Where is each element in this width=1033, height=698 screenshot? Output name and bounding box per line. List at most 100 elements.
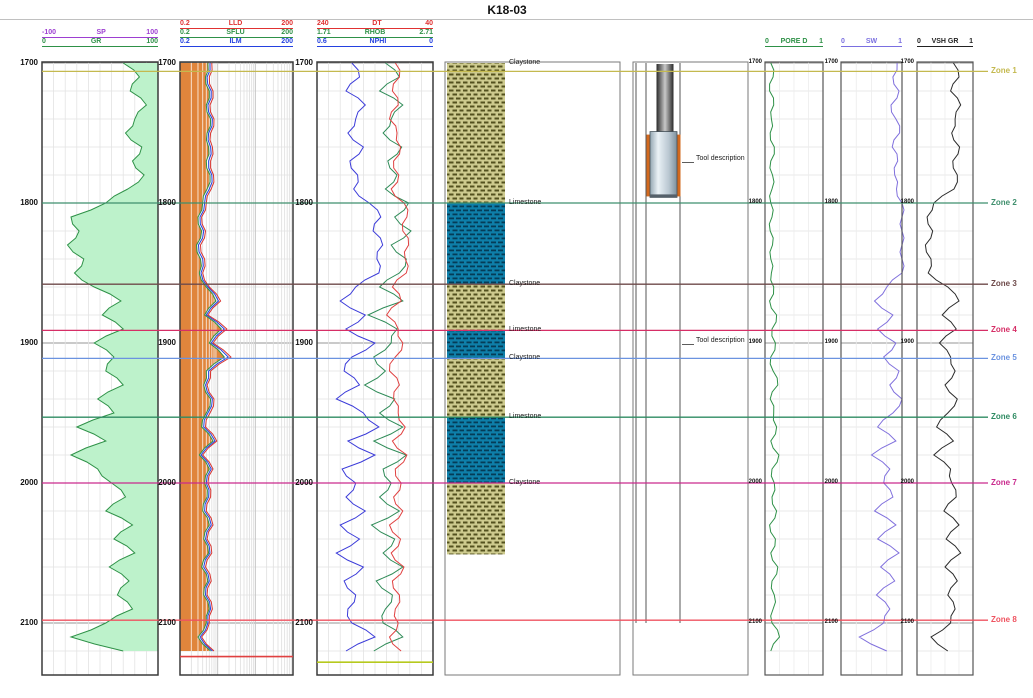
curve-sw — [858, 62, 905, 652]
header-rule — [0, 19, 1033, 20]
depth-label-t2-1700: 1700 — [158, 58, 176, 67]
depth-label-t2-1800: 1800 — [158, 198, 176, 207]
scale-min: 0 — [765, 38, 769, 45]
depth-label-t8-2100: 2100 — [900, 619, 914, 625]
curve-name: LLD — [228, 20, 243, 27]
depth-label-t1-1800: 1800 — [20, 198, 38, 207]
lith-unit-claystone — [447, 284, 505, 331]
depth-label-t3-1900: 1900 — [295, 338, 313, 347]
header-track1-sp: -100 SP 100 — [42, 28, 158, 38]
scale-max: 1 — [898, 38, 902, 45]
header-track3-dt: 240 DT 40 — [317, 19, 433, 29]
depth-label-t8-1900: 1900 — [900, 339, 914, 345]
lith-label-limestone-1: Limestone — [509, 199, 542, 206]
curve-pore-d — [768, 62, 781, 652]
header-track1-gr: 0 GR 100 — [42, 37, 158, 47]
well-schematic — [635, 63, 694, 623]
curve-name: SW — [865, 38, 878, 45]
depth-label-t7-1800: 1800 — [824, 199, 838, 205]
zone-label-zone-2: Zone 2 — [991, 198, 1017, 207]
border-t6 — [764, 61, 824, 676]
scale-max: 100 — [146, 29, 158, 36]
curve-name: ILM — [229, 38, 242, 45]
zone-label-zone-7: Zone 7 — [991, 478, 1017, 487]
curve-nphi — [335, 62, 384, 652]
lith-label-limestone-3: Limestone — [509, 326, 542, 334]
header-track2-lld: 0.2 LLD 200 — [180, 19, 293, 29]
header-track8-vsh-gr: 0 VSH GR 1 — [917, 37, 973, 47]
scale-min: 0.2 — [180, 29, 190, 36]
header-track7-sw: 0 SW 1 — [841, 37, 902, 47]
scale-max: 200 — [281, 29, 293, 36]
scale-min: 240 — [317, 20, 329, 27]
curve-name: PORE D — [780, 38, 808, 45]
gridlines — [42, 62, 973, 675]
depth-label-t6-1900: 1900 — [748, 339, 762, 345]
zone-label-zone-6: Zone 6 — [991, 412, 1017, 422]
depth-label-t8-2000: 2000 — [900, 479, 914, 485]
depth-label-t3-2100: 2100 — [295, 618, 313, 627]
curve-name: VSH GR — [931, 38, 959, 45]
curve-ilm — [197, 62, 229, 652]
border-t2 — [179, 61, 294, 676]
scale-min: 1.71 — [317, 29, 331, 36]
tool-strip-left — [646, 134, 651, 197]
depth-label-t7-2000: 2000 — [824, 479, 838, 485]
tool-body — [649, 131, 678, 198]
curve-dt — [385, 62, 410, 652]
header-track2-sflu: 0.2 SFLU 200 — [180, 28, 293, 38]
depth-label-t3-2000: 2000 — [295, 478, 313, 487]
depth-label-t8-1800: 1800 — [900, 199, 914, 205]
zone-label-zone-5: Zone 5 — [991, 353, 1017, 363]
curve-rhob — [363, 62, 412, 652]
depth-label-t1-1900: 1900 — [20, 338, 38, 347]
scale-min: 0.2 — [180, 20, 190, 27]
zone-label-zone-1: Zone 1 — [991, 66, 1017, 76]
depth-label-t2-1900: 1900 — [158, 338, 176, 347]
tool-neck — [656, 64, 674, 133]
zone-label-zone-3: Zone 3 — [991, 279, 1017, 289]
header-track3-rhob: 1.71 RHOB 2.71 — [317, 28, 433, 38]
border-t5 — [632, 61, 749, 676]
zone-lines — [42, 70, 988, 621]
lith-unit-limestone — [447, 417, 505, 483]
scale-min: 0 — [841, 38, 845, 45]
depth-label-t6-1700: 1700 — [748, 59, 762, 65]
scale-max: 200 — [281, 38, 293, 45]
curve-name: NPHI — [369, 38, 387, 45]
curve-lld — [199, 62, 232, 652]
scale-min: -100 — [42, 29, 57, 36]
scale-max: 2.71 — [419, 29, 433, 36]
depth-label-t7-2100: 2100 — [824, 619, 838, 625]
tool-description-label-2: Tool description — [696, 337, 745, 345]
tool-description-label-1: Tool description — [696, 155, 745, 163]
depth-label-t1-2100: 2100 — [20, 618, 38, 627]
scale-max: 0 — [429, 38, 433, 45]
lith-label-claystone-4: Claystone — [509, 354, 541, 362]
scale-max: 100 — [146, 38, 158, 45]
header-track6-pore-d: 0 PORE D 1 — [765, 37, 823, 47]
lithology-column — [447, 63, 505, 555]
curve-gr — [66, 62, 148, 652]
scale-max: 40 — [425, 20, 433, 27]
zone-label-zone-8: Zone 8 — [991, 615, 1017, 625]
depth-label-t6-2000: 2000 — [748, 479, 762, 485]
depth-label-t2-2100: 2100 — [158, 618, 176, 627]
curve-name: DT — [372, 20, 382, 27]
depth-label-t7-1900: 1900 — [824, 339, 838, 345]
depth-label-t6-1800: 1800 — [748, 199, 762, 205]
border-t8 — [916, 61, 974, 676]
scale-min: 0 — [917, 38, 921, 45]
curve-vsh-gr — [924, 62, 962, 652]
scale-max: 200 — [281, 20, 293, 27]
scale-min: 0.2 — [180, 38, 190, 45]
curve-name: GR — [90, 38, 102, 45]
scale-min: 0 — [42, 38, 46, 45]
tool-strip-right — [676, 134, 681, 197]
curve-name: SFLU — [226, 29, 245, 36]
scale-min: 0.6 — [317, 38, 327, 45]
lith-label-limestone-5: Limestone — [509, 413, 542, 421]
curve-name: RHOB — [364, 29, 386, 36]
lith-unit-claystone — [447, 358, 505, 418]
